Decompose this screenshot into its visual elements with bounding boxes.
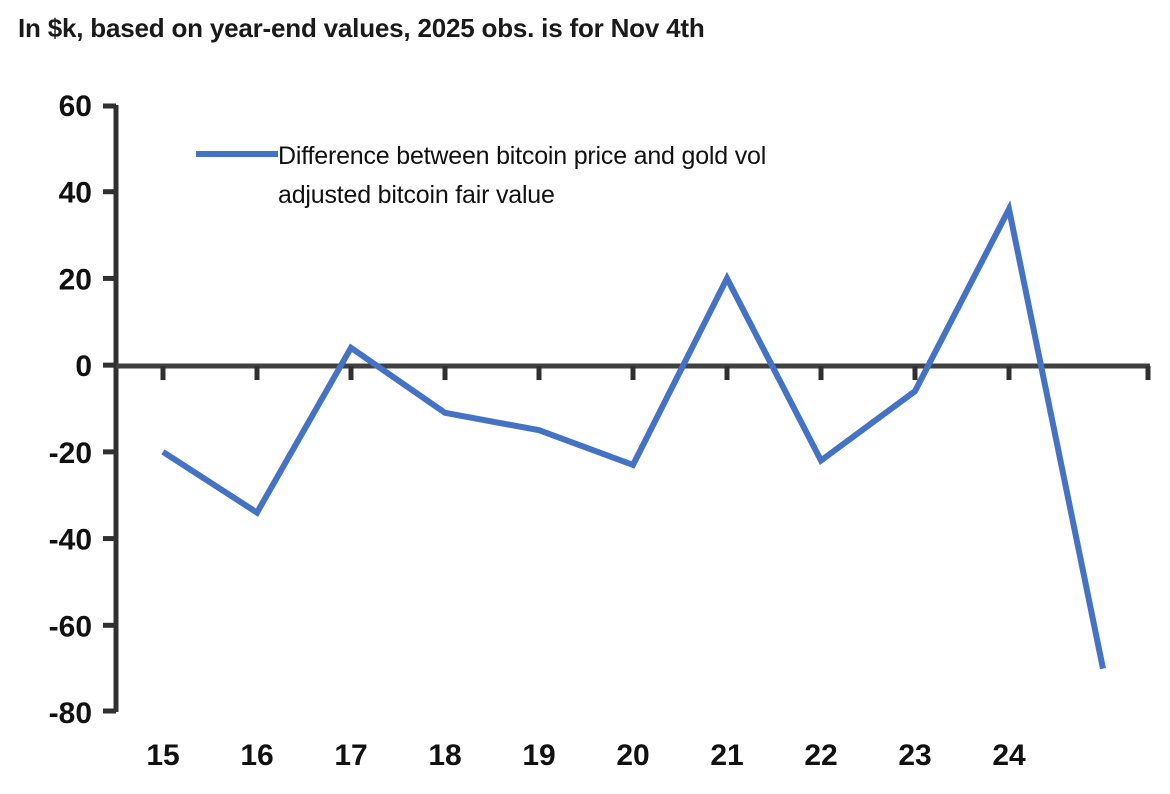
x-tick-marks [160,366,1012,380]
x-tick-label: 20 [616,739,649,772]
x-tick-label: 19 [522,739,555,772]
chart-legend: Difference between bitcoin price and gol… [196,142,766,209]
y-tick-label: 0 [75,350,92,383]
x-tick-label: 17 [334,739,367,772]
y-tick-label: -20 [49,437,92,470]
y-tick-label: 20 [59,263,92,296]
x-tick-label: 15 [146,739,179,772]
x-tick-label: 24 [992,739,1026,772]
legend-label-line1: Difference between bitcoin price and gol… [278,142,766,170]
chart-subtitle: In $k, based on year-end values, 2025 ob… [18,13,705,43]
x-tick-label: 21 [710,739,743,772]
data-series-line [161,200,1106,670]
y-tick-labels: 60 40 20 0 -20 -40 -60 -80 [49,90,92,730]
x-tick-label: 22 [804,739,837,772]
y-tick-label: 40 [59,177,92,210]
y-tick-label: 60 [59,90,92,123]
x-tick-label: 18 [428,739,461,772]
legend-label-line2: adjusted bitcoin fair value [278,181,555,209]
x-tick-label: 16 [240,739,273,772]
y-tick-marks [103,189,116,628]
y-tick-label: -80 [49,697,92,730]
y-tick-label: -60 [49,610,92,643]
x-tick-label: 23 [898,739,931,772]
y-tick-label: -40 [49,524,92,557]
x-tick-labels: 15 16 17 18 19 20 21 22 23 24 [146,739,1026,772]
